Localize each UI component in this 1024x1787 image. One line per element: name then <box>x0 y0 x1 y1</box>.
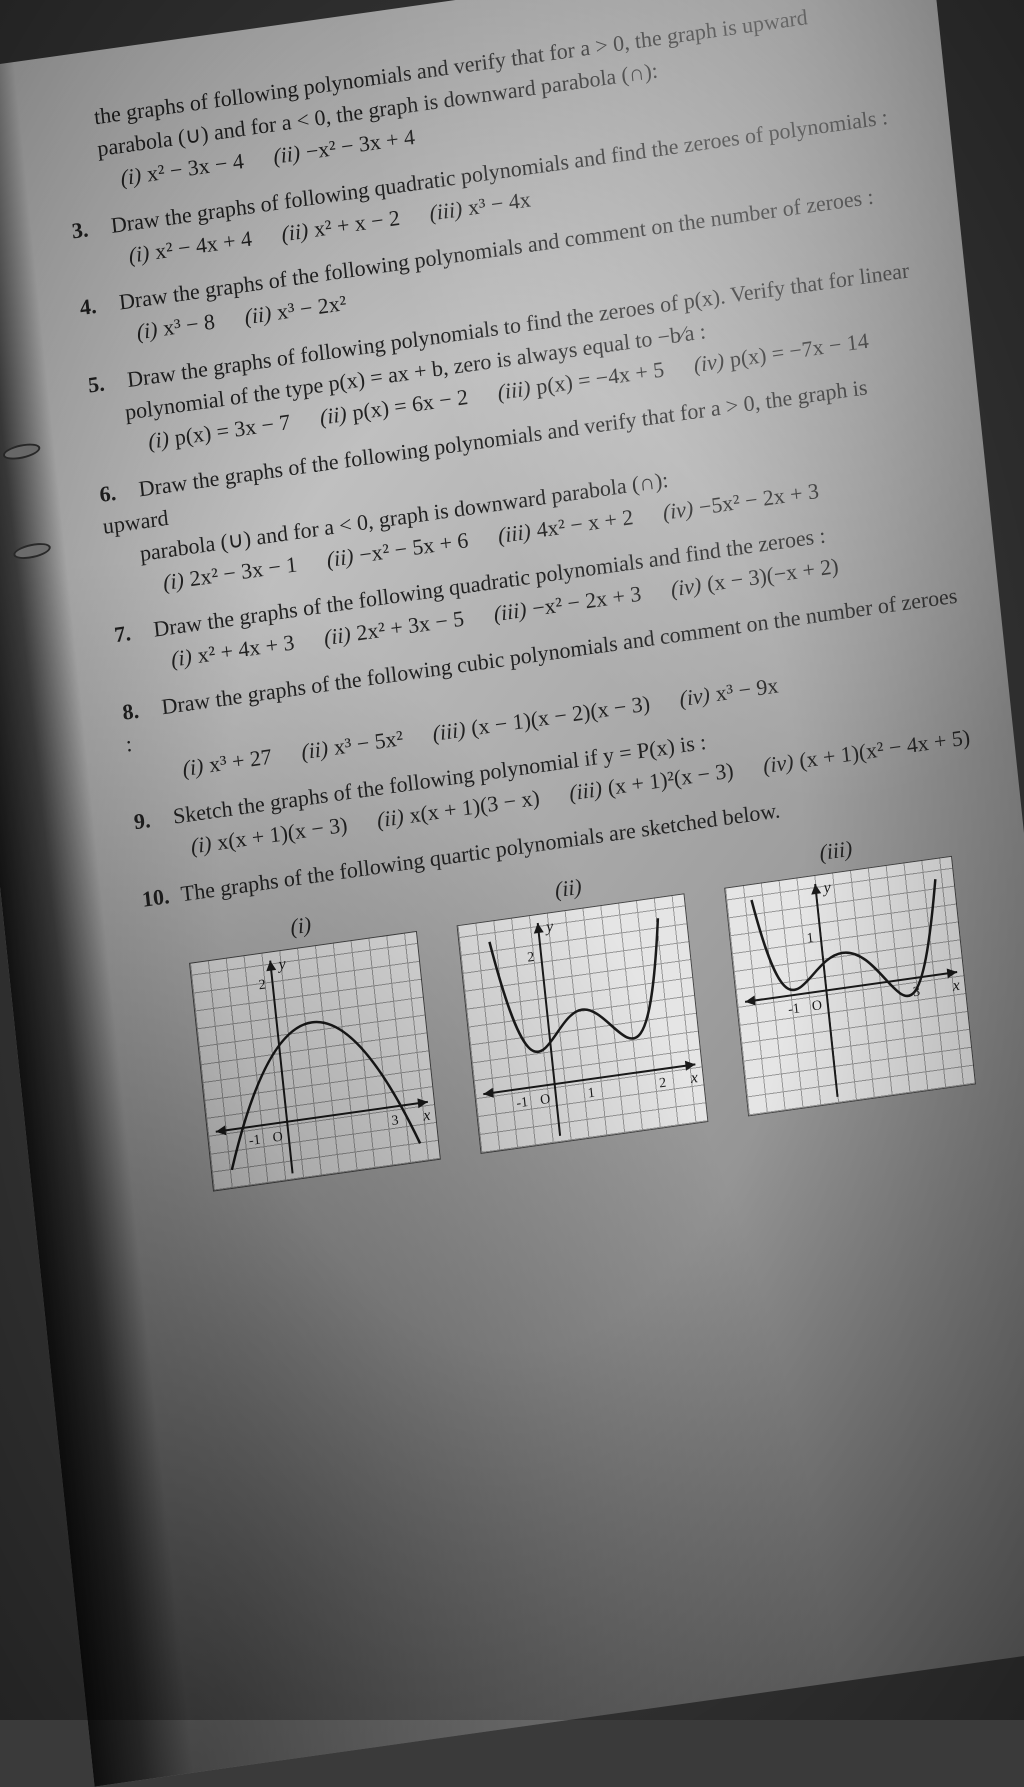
question-number: 5. <box>86 365 123 401</box>
svg-text:2: 2 <box>527 950 536 966</box>
svg-text:2: 2 <box>658 1076 667 1092</box>
svg-text:2: 2 <box>258 978 267 994</box>
svg-text:O: O <box>272 1130 284 1146</box>
part: (i)x³ + 27 <box>181 741 273 785</box>
graph-svg: x y O -1 1 2 2 <box>457 894 709 1155</box>
part: (i)x³ − 8 <box>135 306 216 349</box>
svg-text:y: y <box>821 879 833 897</box>
graph-2: (ii) xyO-1122 <box>453 856 710 1163</box>
svg-text:-1: -1 <box>788 1002 801 1019</box>
svg-text:1: 1 <box>587 1086 596 1102</box>
svg-text:O: O <box>540 1092 552 1108</box>
graph-svg: x y O -1 3 1 <box>724 856 976 1117</box>
svg-text:y: y <box>543 918 555 936</box>
part: (ii)x³ − 5x² <box>300 722 405 768</box>
question-number: 3. <box>70 211 107 247</box>
binder-ring <box>12 540 52 562</box>
svg-text:-1: -1 <box>516 1095 529 1112</box>
svg-text:3: 3 <box>391 1114 400 1130</box>
graph-3: (iii) xyO-131 <box>720 818 977 1125</box>
question-number: 4. <box>78 288 115 324</box>
svg-text:x: x <box>421 1107 431 1125</box>
svg-text:-1: -1 <box>248 1133 261 1150</box>
binder-ring <box>2 441 42 463</box>
graph-svg: x y O -1 3 2 <box>189 931 441 1192</box>
question-number: 9. <box>132 802 169 838</box>
svg-text:O: O <box>811 999 823 1015</box>
svg-text:1: 1 <box>806 931 815 947</box>
graph-1: (i) xyO-132 <box>185 894 442 1201</box>
svg-text:y: y <box>276 956 288 974</box>
svg-text:x: x <box>689 1070 699 1088</box>
svg-text:x: x <box>951 977 961 995</box>
question-number: 10. <box>140 879 177 915</box>
question-number: 8. <box>121 693 158 729</box>
question-number: 7. <box>113 615 150 651</box>
textbook-page: the graphs of following polynomials and … <box>0 0 1024 1787</box>
question-number: 6. <box>98 474 135 510</box>
svg-text:3: 3 <box>912 985 921 1001</box>
part: (iv)x³ − 9x <box>678 669 780 715</box>
